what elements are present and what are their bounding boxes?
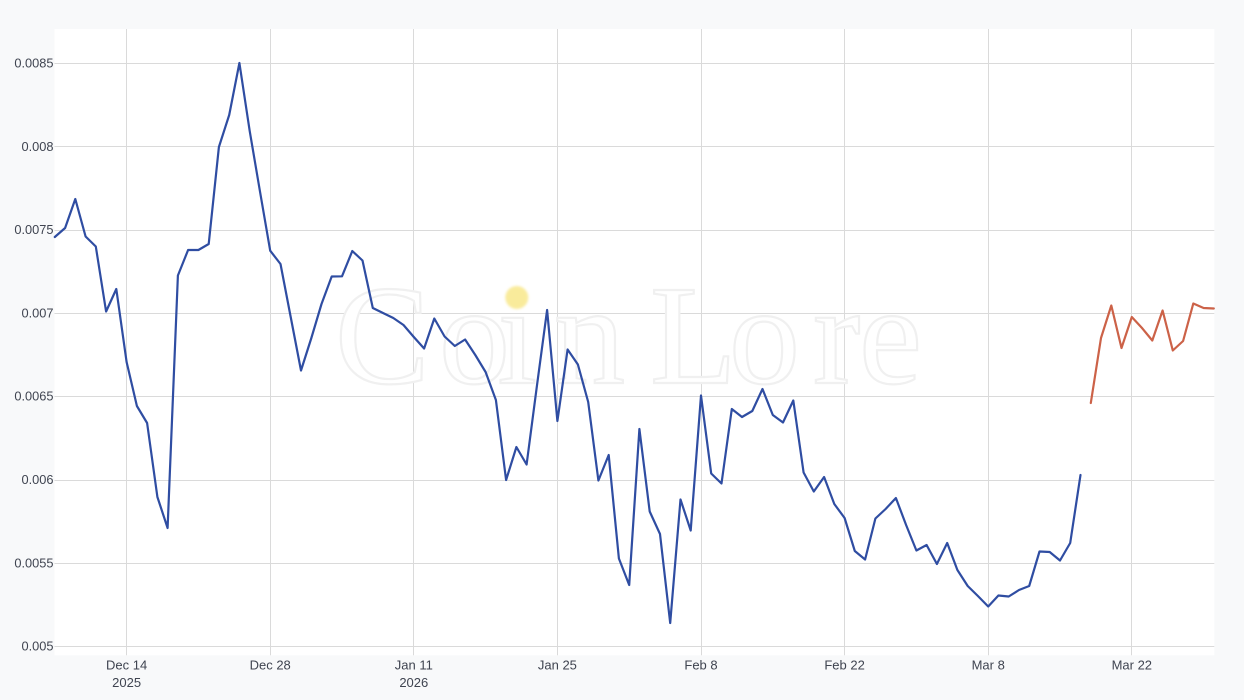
svg-text:0.0085: 0.0085: [14, 56, 53, 71]
svg-text:C: C: [335, 256, 430, 414]
svg-text:0.0065: 0.0065: [14, 389, 53, 404]
svg-text:e: e: [859, 256, 922, 414]
svg-text:Mar 8: Mar 8: [972, 658, 1005, 673]
svg-text:L: L: [650, 256, 737, 414]
svg-text:0.005: 0.005: [21, 639, 53, 654]
svg-text:0.006: 0.006: [21, 472, 53, 487]
svg-text:Jan 11: Jan 11: [395, 658, 433, 673]
svg-text:Feb 22: Feb 22: [824, 658, 864, 673]
svg-text:0.007: 0.007: [21, 305, 53, 320]
svg-text:Feb 8: Feb 8: [684, 658, 717, 673]
svg-text:o: o: [729, 256, 800, 414]
svg-text:ı: ı: [498, 256, 537, 414]
svg-text:0.008: 0.008: [21, 139, 53, 154]
svg-text:Jan 25: Jan 25: [538, 658, 577, 673]
svg-text:o: o: [439, 256, 510, 414]
svg-text:Dec 14: Dec 14: [106, 658, 147, 673]
svg-text:0.0055: 0.0055: [14, 555, 53, 570]
svg-text:Mar 22: Mar 22: [1112, 658, 1152, 673]
svg-text:0.0075: 0.0075: [14, 222, 53, 237]
svg-text:r: r: [813, 256, 860, 414]
svg-text:2025: 2025: [112, 675, 141, 690]
svg-text:2026: 2026: [399, 675, 428, 690]
svg-text:Dec 28: Dec 28: [250, 658, 291, 673]
svg-text:n: n: [554, 256, 625, 414]
